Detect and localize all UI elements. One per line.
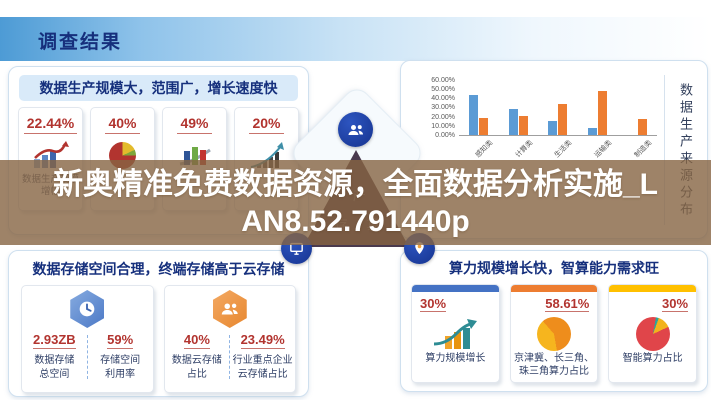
clock-hexagon-icon — [70, 290, 105, 328]
growth-arrow-icon — [412, 316, 499, 352]
stat-value: 2.93ZB — [33, 332, 76, 349]
dotted-divider — [229, 335, 231, 379]
y-tick-label: 40.00% — [431, 95, 455, 103]
stat-value: 40% — [183, 332, 210, 349]
bar-series-orange — [598, 91, 608, 135]
stat-label: 行业重点企业 云存储占比 — [232, 355, 293, 380]
y-tick-label: 0.00% — [435, 131, 455, 139]
header-bar: 调查结果 — [0, 17, 711, 61]
bar-series-orange — [558, 103, 568, 135]
compute-card-regions: 58.61% 京津冀、长三角、 珠三角算力占比 — [509, 284, 599, 383]
stat-label: 算力规模增长 — [425, 353, 486, 364]
stat-value: 22.44% — [23, 115, 78, 134]
storage-card-cloud: 40% 数据云存储 占比 23.49% 行业重点企业 云存储占比 — [163, 285, 296, 393]
bar-series-blue — [588, 127, 598, 135]
stat-value: 30% — [661, 296, 689, 312]
y-tick-label: 50.00% — [431, 86, 455, 94]
accent-bar-blue — [412, 285, 499, 292]
panel-compute-title: 算力规模增长快，智算能力需求旺 — [449, 260, 659, 276]
y-tick-label: 60.00% — [431, 77, 455, 84]
bar-group: 制造类 — [628, 81, 653, 159]
panel-production-title: 数据生产规模大，范围广，增长速度快 — [19, 75, 298, 101]
bar-group: 感知类 — [469, 81, 495, 159]
dotted-divider — [86, 335, 88, 379]
x-axis-label: 生活类 — [554, 139, 574, 160]
bar-chart-y-axis: 60.00% 50.00% 40.00% 30.00% 20.00% 10.00% 0.00… — [413, 77, 455, 139]
stat-label: 京津冀、长三角、 珠三角算力占比 — [514, 353, 594, 377]
bar-series-orange — [637, 118, 647, 135]
people-icon — [338, 112, 373, 147]
stat-value: 30% — [420, 296, 447, 312]
bar-series-blue — [508, 108, 518, 135]
x-axis-label: 制造类 — [633, 139, 654, 160]
stat-value: 59% — [107, 332, 134, 349]
y-tick-label: 20.00% — [431, 113, 455, 121]
watermark-line-1: 新奥精准免费数据资源，全面数据分析实施_L — [52, 167, 658, 201]
page-title: 调查结果 — [38, 32, 123, 53]
x-axis-label: 运输类 — [593, 139, 614, 160]
panel-storage-title: 数据存储空间合理，终端存储高于云存储 — [32, 261, 285, 277]
bar-group: 运输类 — [588, 81, 613, 159]
bar-series-orange — [518, 116, 528, 135]
bar-series-blue — [469, 94, 479, 135]
side-divider — [664, 75, 665, 225]
pie-orange-icon — [511, 316, 598, 352]
compute-card-growth: 30% 算力规模增长 — [411, 284, 500, 383]
compute-row: 30% 算力规模增长 58.61% 京津冀、长三角、 珠三角算力占比 — [401, 278, 707, 383]
y-tick-label: 30.00% — [431, 104, 455, 112]
accent-bar-yellow — [609, 285, 697, 292]
bar-chart-plot: 感知类 计算类 生活类 运输类 制造类 — [459, 81, 657, 159]
bar-series-orange — [479, 117, 489, 135]
bar-group: 生活类 — [548, 81, 574, 159]
stat-label: 数据存储 总空间 — [34, 355, 75, 380]
x-axis-label: 计算类 — [514, 139, 535, 160]
compute-card-smart: 30% 智能算力占比 — [608, 284, 698, 383]
panel-computing-power: 算力规模增长快，智算能力需求旺 30% 算力规模增长 — [400, 250, 708, 392]
bar-group: 计算类 — [508, 81, 534, 159]
people-hexagon-icon — [212, 290, 247, 328]
stat-label: 数据云存储 占比 — [171, 355, 222, 380]
watermark-overlay: 新奥精准免费数据资源，全面数据分析实施_L AN8.52.791440p — [0, 160, 711, 245]
stat-value: 40% — [105, 115, 140, 134]
pie-red-icon — [609, 316, 696, 352]
x-axis-label: 感知类 — [474, 139, 495, 160]
stat-value: 49% — [177, 115, 212, 134]
stat-label: 智能算力占比 — [622, 353, 683, 364]
storage-card-total: 2.93ZB 数据存储 总空间 59% 存储空间 利用率 — [21, 285, 154, 393]
stat-value: 20% — [249, 115, 284, 134]
storage-row: 2.93ZB 数据存储 总空间 59% 存储空间 利用率 — [9, 279, 308, 393]
panel-data-storage: 数据存储空间合理，终端存储高于云存储 2.93ZB 数据存储 总空间 — [8, 250, 309, 397]
accent-bar-orange — [510, 285, 598, 292]
watermark-line-2: AN8.52.791440p — [241, 204, 470, 238]
stat-value: 23.49% — [240, 332, 285, 349]
bar-series-blue — [548, 120, 558, 135]
stat-label: 存储空间 利用率 — [100, 355, 141, 380]
stat-value: 58.61% — [545, 296, 590, 312]
y-tick-label: 10.00% — [431, 122, 455, 130]
